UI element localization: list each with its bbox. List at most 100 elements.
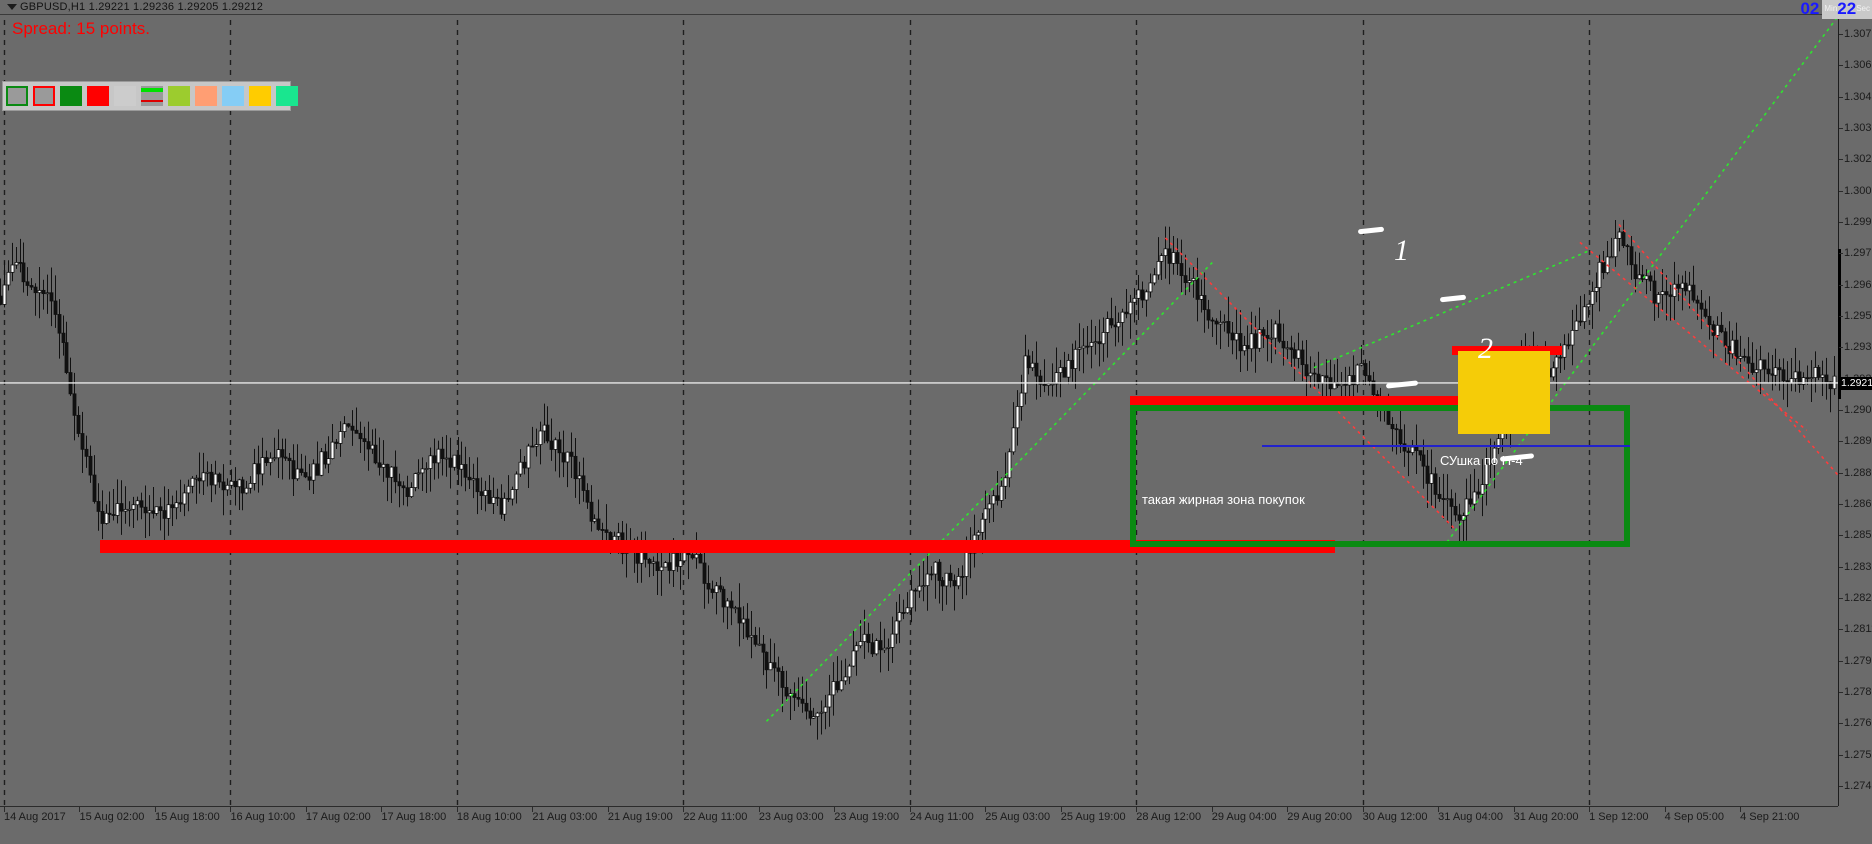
time-tick-label: 16 Aug 10:00: [230, 811, 296, 823]
time-scale[interactable]: 14 Aug 2017 15 Aug 02:00 15 Aug 18:00 16 Au…: [0, 806, 1838, 844]
price-tick-mark: [1839, 159, 1843, 161]
trend-dashed-line: [765, 261, 1213, 722]
price-tick-label: 1.29791: [1844, 247, 1872, 260]
time-tick-label: 14 Aug 2017: [4, 811, 66, 823]
price-tick-label: 1.28811: [1844, 466, 1872, 479]
time-tick-mark: [456, 807, 458, 812]
price-tick-label: 1.28251: [1844, 592, 1872, 604]
price-tick-label: 1.30631: [1844, 59, 1872, 72]
price-tick-mark: [1839, 660, 1843, 662]
palette-swatch-green-red-lines[interactable]: [141, 86, 163, 106]
palette-swatch-spring-green[interactable]: [276, 86, 298, 106]
time-tick-mark: [683, 807, 685, 812]
time-tick-label: 17 Aug 02:00: [305, 811, 371, 823]
time-tick-label: 4 Sep 05:00: [1664, 811, 1724, 823]
resistance-band-buyzone: [1130, 396, 1545, 408]
price-tick-mark: [1839, 253, 1843, 255]
consolidation-box[interactable]: [1458, 350, 1550, 434]
chart-canvas[interactable]: 1 2 такая жирная зона покупок СУшка по H-4: [0, 14, 1838, 806]
time-tick-label: 25 Aug 19:00: [1060, 811, 1126, 823]
price-tick-label: 1.28671: [1844, 498, 1872, 510]
price-tick-mark: [1839, 65, 1843, 67]
symbol-title-bar: GBPUSD,H1 1.29221 1.29236 1.29205 1.2921…: [0, 0, 1872, 15]
price-tick-mark: [1839, 692, 1843, 693]
drying-note: СУшка по H-4: [1440, 453, 1523, 469]
time-tick-mark: [834, 807, 836, 812]
time-tick-mark: [1362, 807, 1364, 812]
price-scale[interactable]: 1.30771 1.30631 1.30491 1.30351 1.30211 1.300…: [1838, 14, 1872, 806]
spread-label: Spread: 15 points.: [12, 19, 150, 38]
price-tick-label: 1.28111: [1844, 623, 1872, 636]
time-tick-mark: [1287, 807, 1289, 812]
time-tick-label: 31 Aug 20:00: [1513, 811, 1579, 823]
buy-zone-rectangle[interactable]: [1130, 404, 1630, 548]
time-tick-mark: [1664, 807, 1666, 812]
price-scale-highlight: [1838, 249, 1841, 399]
price-tick-label: 1.28391: [1844, 560, 1872, 573]
price-tick-mark: [1839, 754, 1843, 756]
price-tick-label: 1.27691: [1844, 717, 1872, 730]
price-tick-mark: [1839, 410, 1843, 411]
time-tick-label: 1 Sep 12:00: [1589, 811, 1649, 823]
price-tick-mark: [1839, 441, 1843, 443]
price-tick-mark: [1839, 535, 1843, 537]
palette-swatch-green-outline[interactable]: [6, 86, 28, 106]
palette-swatch-salmon[interactable]: [195, 86, 217, 106]
time-tick-mark: [1589, 807, 1591, 812]
support-band-lower: [100, 540, 1335, 554]
price-tick-mark: [1839, 190, 1843, 192]
price-tick-mark: [1839, 96, 1843, 98]
time-tick-label: 28 Aug 12:00: [1136, 811, 1202, 823]
time-tick-label: 22 Aug 11:00: [683, 811, 748, 823]
price-tick-mark: [1839, 316, 1843, 317]
price-tick-mark: [1839, 566, 1843, 568]
palette-swatch-gold[interactable]: [249, 86, 271, 106]
trend-dashed-line: [1446, 15, 1838, 543]
timer-minutes: 02: [1800, 0, 1820, 18]
color-palette-swatches: [6, 86, 298, 106]
time-tick-mark: [305, 807, 307, 812]
palette-swatch-red-outline[interactable]: [33, 86, 55, 106]
time-tick-mark: [758, 807, 760, 812]
time-tick-mark: [1211, 807, 1213, 812]
time-tick-mark: [1060, 807, 1062, 812]
timer-sec-label: Sec: [1856, 4, 1870, 13]
time-tick-mark: [607, 807, 609, 812]
palette-swatch-red[interactable]: [87, 86, 109, 106]
time-tick-label: 23 Aug 19:00: [834, 811, 900, 823]
time-tick-label: 17 Aug 18:00: [381, 811, 447, 823]
color-palette-panel[interactable]: [2, 81, 298, 111]
resistance-band-consolidation: [1452, 345, 1562, 355]
time-tick-mark: [4, 807, 5, 812]
timer-box: Min22Sec: [1822, 0, 1872, 19]
palette-swatch-sky-blue[interactable]: [222, 86, 244, 106]
price-tick-label: 1.29511: [1844, 310, 1872, 322]
buy-zone-note: такая жирная зона покупок: [1142, 492, 1305, 508]
time-tick-mark: [909, 807, 911, 812]
h4-support-line[interactable]: [1262, 444, 1630, 447]
time-tick-label: 24 Aug 11:00: [909, 811, 974, 823]
time-tick-label: 29 Aug 04:00: [1211, 811, 1277, 823]
symbol-ohlc-label: GBPUSD,H1 1.29221 1.29236 1.29205 1.2921…: [20, 1, 264, 13]
trend-dashed-line: [1579, 241, 1808, 431]
time-tick-mark: [532, 807, 534, 812]
price-tick-label: 1.27831: [1844, 686, 1872, 698]
wave-label-1: 1: [1394, 233, 1409, 267]
palette-swatch-yellow-green[interactable]: [168, 86, 190, 106]
price-tick-mark: [1839, 504, 1843, 505]
trend-dashed-line: [1313, 250, 1589, 369]
bar-countdown-timer: 02 Min22Sec: [1797, 0, 1872, 20]
time-tick-mark: [1513, 807, 1515, 812]
price-tick-mark: [1839, 723, 1843, 725]
price-tick-label: 1.29651: [1844, 278, 1872, 291]
price-tick-mark: [1839, 34, 1843, 35]
price-tick-label: 1.30071: [1844, 184, 1872, 197]
palette-swatch-light-grey[interactable]: [114, 86, 136, 106]
time-tick-mark: [985, 807, 987, 812]
palette-swatch-dark-green[interactable]: [60, 86, 82, 106]
price-tick-mark: [1839, 598, 1843, 599]
price-tick-label: 1.28951: [1844, 435, 1872, 448]
time-tick-label: 30 Aug 12:00: [1362, 811, 1428, 823]
triangle-down-icon[interactable]: [7, 4, 17, 10]
